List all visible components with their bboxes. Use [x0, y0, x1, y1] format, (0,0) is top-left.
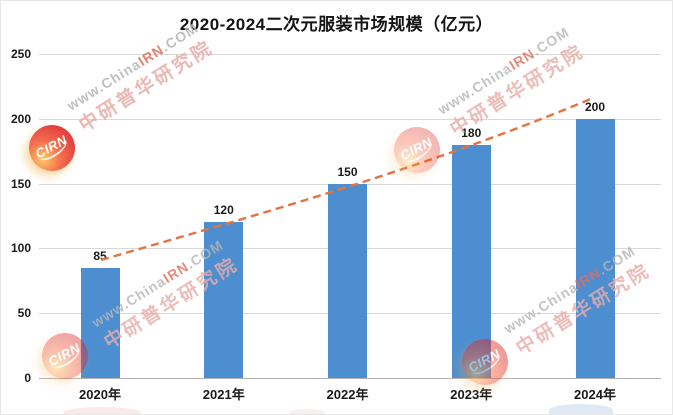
watermark-cirn-logo: CIRN: [42, 333, 88, 379]
chart-title: 2020-2024二次元服装市场规模（亿元）: [179, 15, 494, 34]
watermark-partial-logo: [289, 409, 325, 414]
bar-value-label: 150: [337, 164, 358, 179]
y-gridline: [39, 378, 661, 379]
watermark-partial-logo: [63, 407, 141, 414]
y-tick-label: 250: [10, 47, 31, 61]
watermark-logo-text: CIRN: [465, 346, 505, 378]
bar: [575, 118, 615, 378]
y-gridline: [39, 118, 661, 120]
watermark-partial-logo: [549, 404, 613, 414]
y-tick-label: 200: [10, 111, 31, 126]
y-gridline: [39, 54, 661, 55]
watermark-logo-text: CIRN: [45, 340, 85, 372]
watermark-text-block: www.ChinaIRN.COM 中研普华研究院: [435, 22, 589, 141]
bar-value-label: 85: [93, 248, 107, 263]
watermark-logo-text: CIRN: [32, 132, 72, 164]
y-tick-label: 50: [17, 306, 31, 321]
watermark-cirn-logo: CIRN: [394, 127, 440, 173]
bar-value-label: 200: [584, 99, 606, 114]
bar: [80, 267, 120, 378]
x-category-label: 2022年: [326, 387, 369, 402]
x-category-label: 2021年: [202, 387, 245, 402]
watermark-logo-text: CIRN: [397, 134, 437, 166]
bar: [328, 183, 367, 378]
x-category-label: 2020年: [79, 387, 121, 402]
y-tick-label: 100: [10, 241, 31, 256]
watermark-cirn-logo: CIRN: [29, 125, 75, 171]
y-tick-label: 0: [24, 371, 31, 385]
y-tick-label: 150: [10, 176, 31, 191]
watermark-cirn-logo: CIRN: [462, 339, 508, 385]
x-category-label: 2023年: [450, 387, 493, 402]
x-category-label: 2024年: [574, 387, 616, 402]
bar-value-label: 120: [213, 203, 234, 218]
